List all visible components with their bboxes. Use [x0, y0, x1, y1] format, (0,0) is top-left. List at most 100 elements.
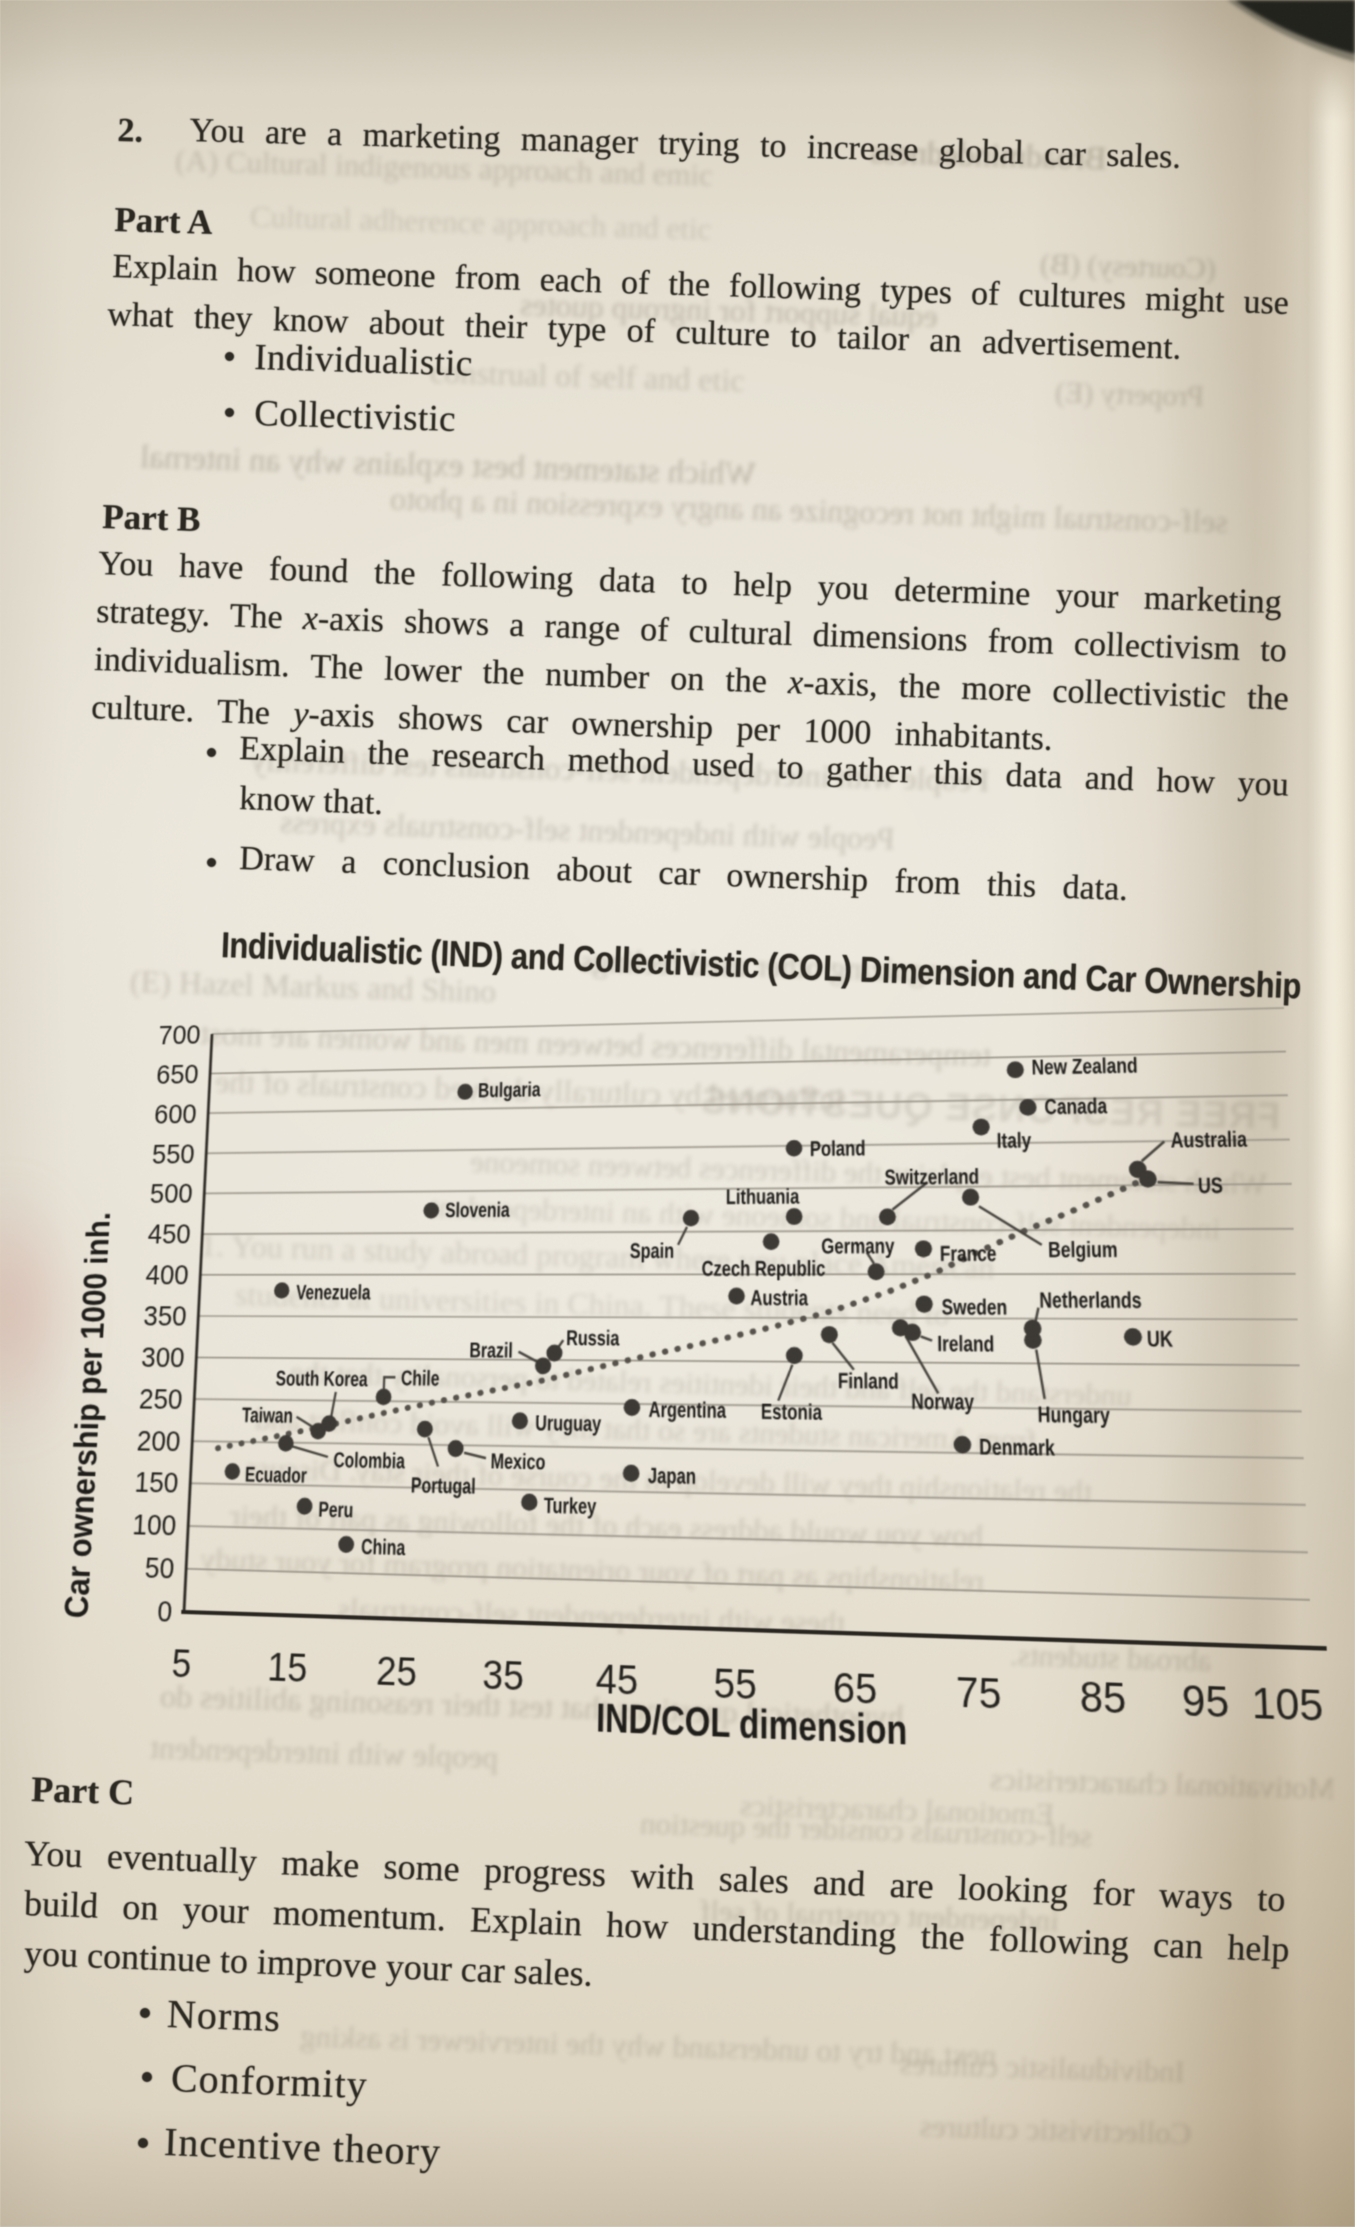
data-point-italy: Italy [972, 1118, 1032, 1153]
data-point-taiwan: Taiwan [241, 1404, 327, 1440]
svg-text:Colombia: Colombia [333, 1449, 406, 1474]
y-tick-label: 200 [136, 1426, 181, 1458]
svg-text:Turkey: Turkey [544, 1494, 597, 1519]
data-point-russia: Russia [546, 1327, 620, 1362]
data-point-france: France [914, 1240, 997, 1266]
svg-text:Switzerland: Switzerland [884, 1165, 979, 1190]
camera-background-corner [1227, 0, 1355, 62]
data-point-hungary: Hungary [1023, 1331, 1110, 1429]
svg-text:Belgium: Belgium [1048, 1238, 1118, 1263]
svg-text:Italy: Italy [997, 1129, 1032, 1153]
data-point-germany: Germany [821, 1235, 895, 1281]
page-edge-highlight [1309, 55, 1355, 1385]
data-point-venezuela: Venezuela [273, 1281, 372, 1304]
x-tick-label: 75 [956, 1669, 1002, 1717]
bottom-right-shading [935, 1667, 1355, 2227]
top-shadow [0, 0, 1355, 90]
y-tick-label: 50 [144, 1553, 175, 1586]
svg-text:Austria: Austria [750, 1287, 809, 1311]
data-point-uk: UK [1123, 1327, 1174, 1352]
svg-text:Hungary: Hungary [1037, 1403, 1110, 1429]
bullet-icon [142, 2072, 152, 2082]
data-point-ireland: Ireland [903, 1323, 994, 1357]
svg-text:Spain: Spain [630, 1240, 675, 1264]
svg-text:France: France [940, 1242, 997, 1266]
data-point-czech-republic: Czech Republic [702, 1233, 826, 1281]
svg-text:China: China [361, 1535, 407, 1560]
bullet-icon [207, 748, 216, 757]
svg-text:US: US [1198, 1174, 1224, 1199]
x-tick-label: 45 [596, 1657, 639, 1704]
y-tick-label: 650 [156, 1060, 200, 1090]
data-point-ecuador: Ecuador [224, 1462, 308, 1488]
svg-text:Chile: Chile [401, 1367, 440, 1391]
svg-text:Portugal: Portugal [411, 1474, 476, 1499]
x-tick-label: 65 [833, 1665, 877, 1713]
svg-text:Venezuela: Venezuela [296, 1281, 372, 1304]
bullet-icon [225, 408, 234, 417]
data-point-japan: Japan [622, 1464, 696, 1489]
bullet-icon [138, 2138, 148, 2148]
svg-text:Uruguay: Uruguay [535, 1412, 601, 1437]
svg-text:Ecuador: Ecuador [244, 1463, 307, 1488]
data-point-belgium: Belgium [961, 1188, 1118, 1263]
svg-text:Japan: Japan [648, 1464, 696, 1489]
svg-text:Slovenia: Slovenia [445, 1199, 511, 1222]
svg-text:Czech Republic: Czech Republic [702, 1257, 826, 1281]
data-point-denmark: Denmark [953, 1435, 1056, 1461]
svg-text:Finland: Finland [838, 1369, 899, 1394]
data-point-norway: Norway [891, 1319, 974, 1415]
svg-text:Peru: Peru [318, 1498, 354, 1523]
svg-text:Argentina: Argentina [648, 1398, 727, 1423]
scatter-chart: 0 50 100 150 200 250 300 350 400 450 500 550 600 650 7… [58, 1008, 1312, 1754]
x-tick-label: 25 [376, 1649, 418, 1695]
y-tick-label: 400 [145, 1261, 189, 1291]
y-tick-label: 0 [157, 1596, 173, 1628]
y-tick-label: 300 [141, 1343, 186, 1374]
data-point-colombia: Colombia [277, 1434, 406, 1474]
data-point-china: China [338, 1535, 407, 1561]
y-tick-label: 500 [149, 1180, 193, 1210]
svg-text:Russia: Russia [566, 1327, 620, 1351]
data-point-austria: Austria [728, 1287, 809, 1311]
y-tick-label: 150 [134, 1468, 179, 1500]
svg-text:New Zealand: New Zealand [1031, 1054, 1138, 1080]
bullet-icon [140, 2008, 150, 2018]
chart-canvas: 0 50 100 150 200 250 300 350 400 450 500 550 600 650 7… [58, 1008, 1312, 1754]
svg-text:Taiwan: Taiwan [241, 1404, 293, 1428]
data-point-brazil: Brazil [469, 1339, 552, 1375]
data-point-turkey: Turkey [520, 1493, 597, 1519]
data-point-estonia: Estonia [761, 1346, 823, 1425]
data-point-mexico: Mexico [447, 1439, 546, 1475]
data-point-sweden: Sweden [915, 1295, 1007, 1320]
data-point-uruguay: Uruguay [511, 1412, 601, 1437]
y-tick-label: 100 [132, 1510, 177, 1543]
data-point-netherlands: Netherlands [1023, 1289, 1142, 1338]
data-point-new-zealand: New Zealand [1006, 1054, 1138, 1080]
svg-text:UK: UK [1147, 1327, 1174, 1352]
svg-text:Lithuania: Lithuania [726, 1185, 800, 1209]
data-point-switzerland: Switzerland [878, 1165, 979, 1226]
svg-text:Netherlands: Netherlands [1039, 1289, 1142, 1314]
svg-text:Poland: Poland [810, 1137, 866, 1161]
svg-text:Bulgaria: Bulgaria [478, 1079, 542, 1103]
y-tick-label: 450 [147, 1220, 191, 1250]
svg-text:South Korea: South Korea [275, 1367, 369, 1391]
svg-text:Canada: Canada [1044, 1095, 1108, 1120]
y-tick-label: 600 [154, 1100, 198, 1130]
y-tick-label: 250 [138, 1384, 183, 1415]
chart-area-sheen [140, 980, 1240, 1660]
data-point-peru: Peru [296, 1497, 354, 1523]
svg-text:Sweden: Sweden [941, 1296, 1007, 1321]
x-tick-label: 5 [171, 1642, 193, 1686]
y-tick-label: 700 [158, 1021, 202, 1051]
data-point-chile: Chile [375, 1367, 440, 1406]
data-point-lithuania: Lithuania [726, 1185, 803, 1226]
data-point-us: US [1138, 1170, 1224, 1199]
data-point-spain: Spain [630, 1209, 700, 1264]
data-point-bulgaria: Bulgaria [457, 1079, 542, 1103]
svg-text:Denmark: Denmark [979, 1435, 1056, 1461]
bottom-shadow [0, 2107, 1355, 2227]
y-tick-label: 350 [143, 1302, 188, 1333]
